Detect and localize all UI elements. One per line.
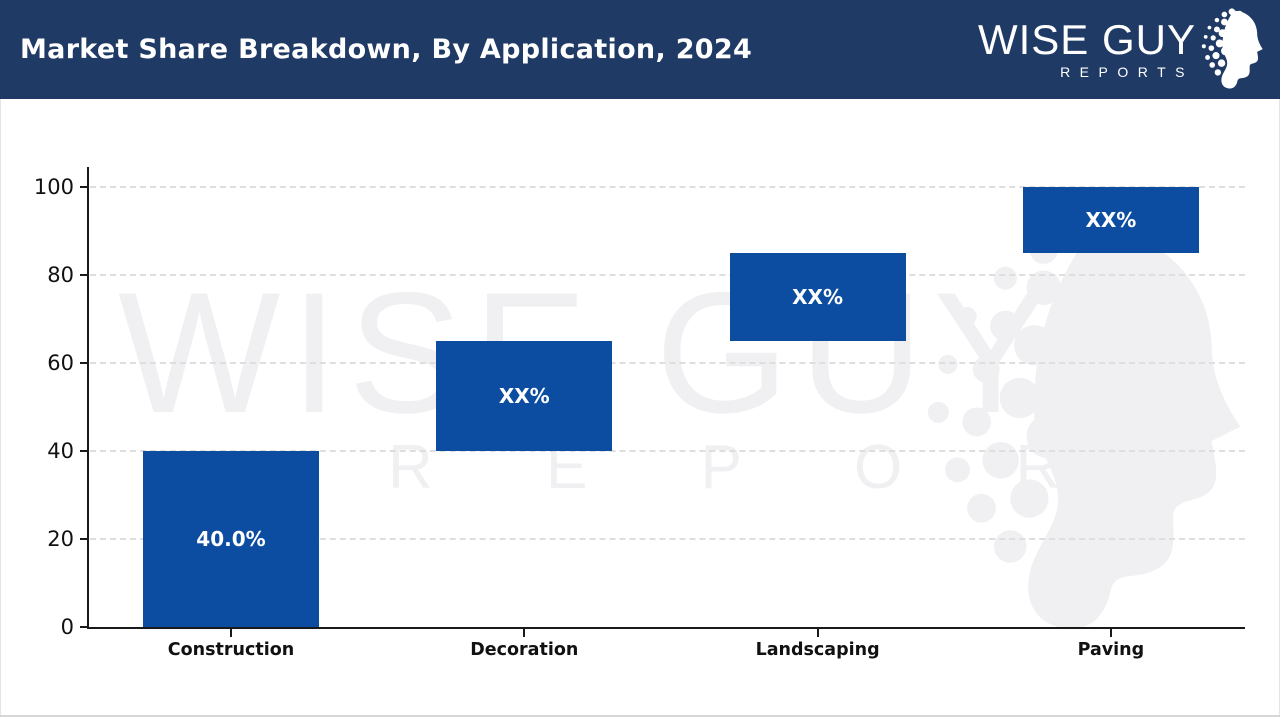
y-axis-line <box>87 167 89 629</box>
y-tick-mark <box>80 626 88 628</box>
gridline-80 <box>90 274 1245 276</box>
bar-decoration <box>436 341 613 451</box>
bar-landscaping <box>729 253 906 341</box>
left-border <box>0 99 1 717</box>
y-tick-mark <box>80 538 88 540</box>
y-tick-label: 100 <box>33 175 74 199</box>
bar-value-label: XX% <box>498 384 550 408</box>
x-tick-mark <box>1109 629 1112 637</box>
logo-subtitle: REPORTS <box>1060 64 1194 80</box>
x-tick-label-landscaping: Landscaping <box>755 640 880 660</box>
y-tick-label: 40 <box>47 439 74 463</box>
y-tick-mark <box>80 186 88 188</box>
bottom-divider <box>0 715 1280 717</box>
y-tick-label: 0 <box>60 615 74 639</box>
x-tick-mark <box>523 629 526 637</box>
x-tick-label-paving: Paving <box>1077 640 1145 660</box>
chart-title: Market Share Breakdown, By Application, … <box>20 34 753 65</box>
bar-construction <box>143 451 319 627</box>
y-tick-label: 20 <box>47 527 74 551</box>
y-tick-label: 60 <box>47 351 74 375</box>
y-tick-mark <box>80 274 88 276</box>
logo-text: WISE GUY REPORTS <box>977 16 1196 81</box>
bar-value-label: XX% <box>792 285 844 309</box>
y-tick-mark <box>80 362 88 364</box>
x-tick-mark <box>230 629 232 637</box>
x-axis-line <box>87 627 1245 629</box>
face-profile-dots-icon <box>1201 7 1263 88</box>
header-bar: Market Share Breakdown, By Application, … <box>0 0 1280 99</box>
wiseguy-logo: WISE GUY REPORTS <box>978 7 1266 93</box>
y-tick-mark <box>80 450 88 452</box>
x-tick-label-construction: Construction <box>167 640 295 660</box>
logo-wordmark: WISE GUY <box>977 16 1196 63</box>
bar-value-label: XX% <box>1085 208 1137 232</box>
gridline-100 <box>90 186 1245 188</box>
bar-value-label: 40.0% <box>196 527 266 551</box>
x-tick-mark <box>816 629 819 637</box>
gridline-60 <box>90 362 1245 364</box>
gridline-40 <box>90 450 1245 452</box>
gridline-20 <box>90 538 1245 540</box>
y-tick-label: 80 <box>47 263 74 287</box>
x-tick-label-decoration: Decoration <box>470 640 579 660</box>
